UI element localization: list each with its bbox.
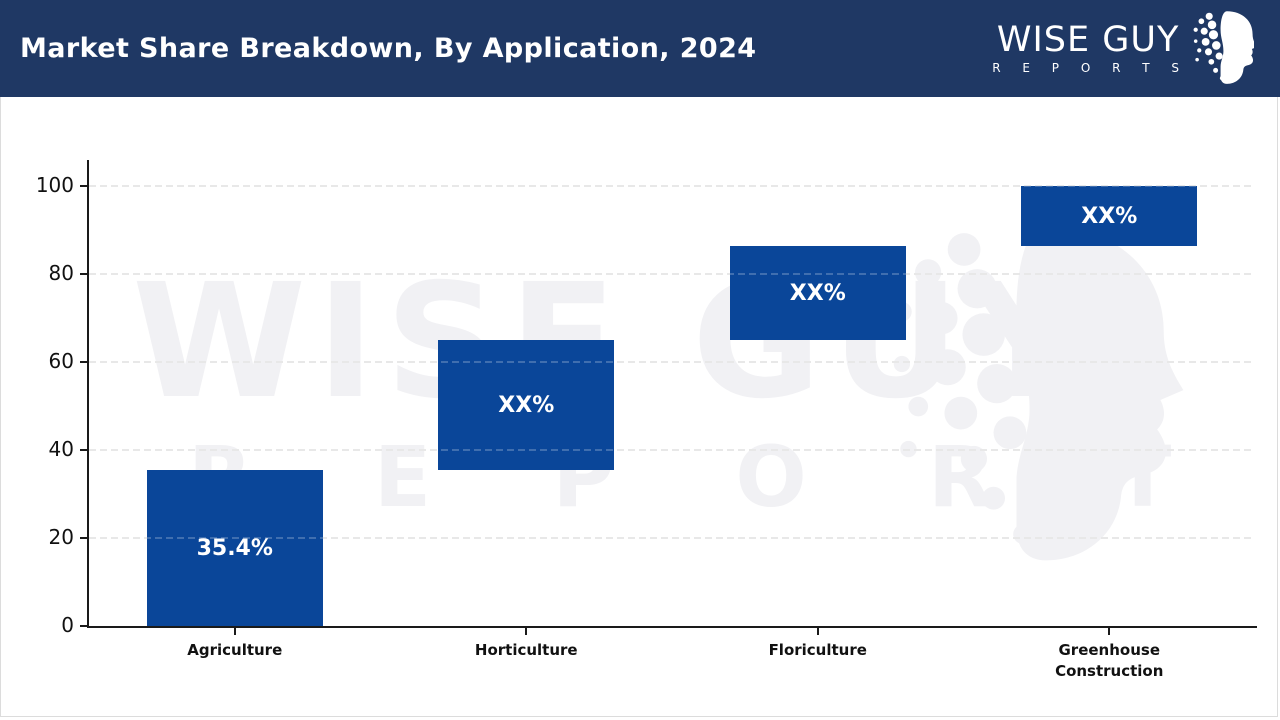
y-tick-mark [80, 185, 88, 187]
x-tick-mark [816, 627, 819, 635]
bar-segment: 35.4% [146, 470, 323, 626]
bar-segment: XX% [729, 246, 906, 340]
bar-segment: XX% [438, 340, 615, 471]
y-gridline-overlay [89, 185, 1255, 187]
y-gridline [89, 273, 1255, 275]
y-gridline [89, 449, 1255, 451]
wiseguy-logo-text: WISE GUY R E P O R T S [988, 19, 1188, 75]
bar-value-label: XX% [1081, 203, 1138, 229]
bar-value-label: XX% [789, 280, 846, 306]
bar-value-label: XX% [498, 392, 555, 418]
face-profile-dots-icon [1193, 10, 1254, 84]
bar-value-label: 35.4% [196, 535, 273, 561]
y-tick-label: 20 [48, 525, 74, 549]
wiseguy-logo: WISE GUY R E P O R T S [988, 8, 1254, 90]
y-gridline [89, 185, 1255, 187]
y-tick-label: 100 [35, 173, 74, 197]
y-gridline-overlay [89, 537, 1255, 539]
x-category-label: Floriculture [768, 641, 867, 659]
x-tick-mark [233, 627, 236, 635]
y-tick-label: 60 [48, 349, 74, 373]
y-gridline-overlay [89, 273, 1255, 275]
y-gridline-overlay [89, 361, 1255, 363]
wiseguy-logo-line1: WISE GUY [996, 19, 1180, 60]
y-tick-label: 0 [61, 613, 74, 637]
x-tick-mark [525, 627, 528, 635]
wiseguy-logo-line2: R E P O R T S [992, 60, 1188, 75]
x-axis-spine [87, 626, 1257, 628]
y-gridline-overlay [89, 449, 1255, 451]
page-title: Market Share Breakdown, By Application, … [20, 33, 757, 64]
y-tick-mark [80, 537, 88, 539]
y-tick-label: 80 [48, 261, 74, 285]
x-category-label: Greenhouse Construction [1055, 641, 1164, 680]
x-category-label: Agriculture [187, 641, 283, 659]
y-gridline [89, 361, 1255, 363]
y-tick-mark [80, 273, 88, 275]
header-bar: Market Share Breakdown, By Application, … [0, 0, 1280, 97]
x-tick-mark [1108, 627, 1111, 635]
y-axis-spine [87, 160, 89, 628]
y-tick-mark [80, 449, 88, 451]
y-tick-label: 40 [48, 437, 74, 461]
x-category-label: Horticulture [474, 641, 578, 659]
y-tick-mark [80, 625, 88, 627]
y-tick-mark [80, 361, 88, 363]
bar-segment: XX% [1021, 186, 1198, 247]
y-gridline [89, 537, 1255, 539]
